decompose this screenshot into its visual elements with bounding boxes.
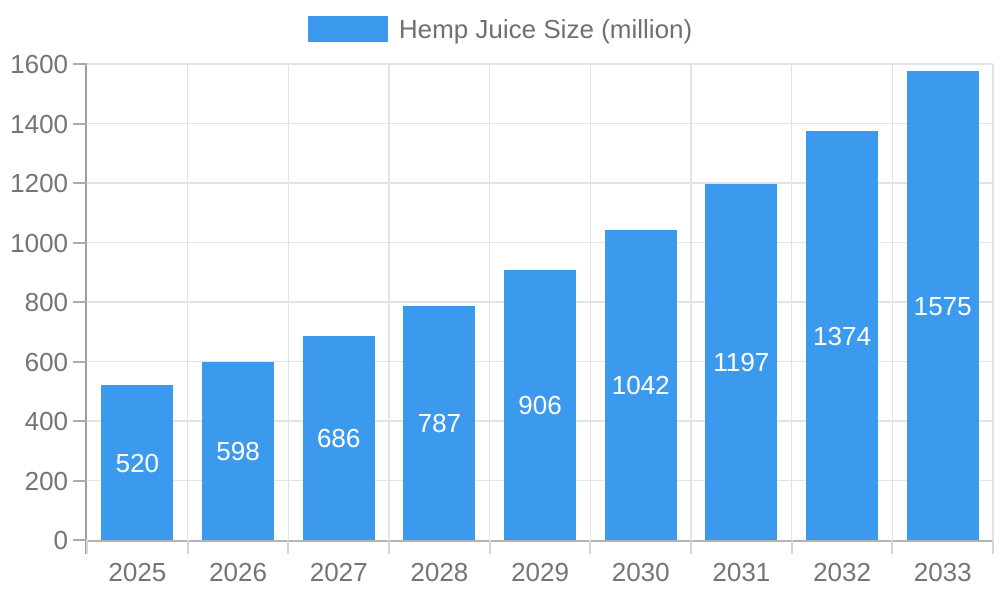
y-axis-tick (73, 182, 87, 184)
legend[interactable]: Hemp Juice Size (million) (0, 14, 1000, 44)
y-tick-label: 600 (24, 346, 68, 377)
x-gridline (186, 64, 189, 540)
y-axis-tick (73, 420, 87, 422)
plot-area: 0 200 400 600 800 1000 1200 1400 1600 520 2025 598 2… (10, 51, 994, 587)
y-tick-label: 800 (24, 287, 68, 317)
x-axis-tick (388, 540, 390, 554)
x-axis-label: 2027 (309, 557, 368, 587)
y-tick-label: 1000 (10, 227, 68, 258)
x-axis-tick (891, 540, 894, 554)
x-axis-tick (790, 540, 793, 554)
y-gridline (87, 241, 993, 244)
x-axis-label: 2030 (611, 557, 670, 587)
bar-value-label: 1575 (913, 290, 972, 321)
x-gridline (891, 64, 894, 540)
y-axis-tick (73, 241, 87, 244)
y-tick-label: 1200 (10, 168, 68, 198)
bar[interactable]: 598 (202, 362, 274, 540)
bar-value-label: 520 (115, 447, 160, 478)
y-axis-tick (73, 301, 87, 303)
bar[interactable]: 906 (504, 270, 576, 540)
x-axis-tick (186, 540, 189, 554)
y-tick-label: 400 (24, 406, 68, 436)
y-axis-tick (73, 63, 87, 65)
bar[interactable]: 1197 (705, 183, 778, 540)
x-axis-label: 2032 (813, 557, 871, 587)
x-gridline (992, 64, 994, 540)
x-axis-label: 2028 (410, 557, 469, 587)
x-axis-label: 2025 (108, 557, 167, 587)
bar-value-label: 1197 (713, 346, 770, 377)
bar-value-label: 906 (518, 390, 562, 421)
y-tick-label: 200 (24, 465, 68, 496)
bar[interactable]: 686 (302, 335, 375, 540)
x-axis-label: 2033 (913, 557, 972, 587)
x-gridline (690, 64, 692, 540)
x-axis-tick (589, 540, 592, 554)
bar-value-label: 787 (417, 407, 462, 438)
x-axis-label: 2029 (511, 557, 569, 587)
y-gridline (87, 122, 993, 125)
x-axis-label: 2031 (712, 557, 771, 587)
x-gridline (287, 64, 290, 540)
x-axis-tick (690, 540, 692, 554)
y-axis-tick (73, 539, 87, 541)
bar[interactable]: 787 (403, 305, 476, 540)
bar[interactable]: 1575 (906, 71, 979, 540)
x-axis-label: 2026 (209, 557, 267, 587)
x-gridline (790, 64, 793, 540)
y-tick-label: 0 (53, 525, 68, 555)
y-gridline (87, 63, 993, 65)
x-axis-tick (992, 540, 994, 554)
x-gridline (388, 64, 390, 540)
y-axis-tick (73, 479, 87, 482)
x-axis-tick (488, 540, 491, 554)
y-axis-line (85, 64, 87, 554)
y-gridline (87, 182, 993, 184)
y-tick-label: 1400 (10, 108, 68, 139)
x-axis-tick (287, 540, 290, 554)
bar[interactable]: 1374 (806, 131, 878, 540)
bar-value-label: 598 (216, 436, 260, 467)
legend-swatch-icon (307, 16, 388, 42)
bar[interactable]: 1042 (604, 230, 677, 540)
x-gridline (488, 64, 491, 540)
x-gridline (589, 64, 592, 540)
y-axis-tick (73, 122, 87, 125)
bar-value-label: 686 (316, 422, 361, 453)
y-tick-label: 1600 (10, 49, 68, 79)
bar-value-label: 1374 (813, 320, 871, 351)
x-axis-line (85, 540, 993, 542)
bar-value-label: 1042 (611, 369, 670, 400)
legend-label: Hemp Juice Size (million) (398, 14, 693, 44)
bar[interactable]: 520 (101, 385, 174, 540)
y-axis-tick (73, 360, 87, 363)
x-axis-tick (86, 540, 88, 554)
